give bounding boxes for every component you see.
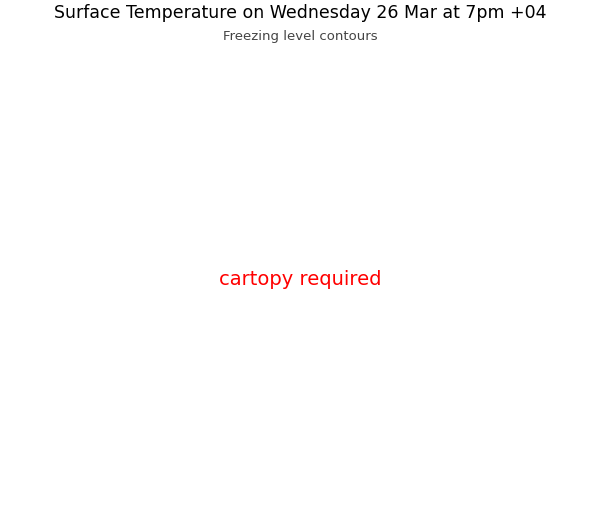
Text: Freezing level contours: Freezing level contours [223, 30, 378, 43]
Text: Surface Temperature on Wednesday 26 Mar at 7pm +04: Surface Temperature on Wednesday 26 Mar … [54, 4, 547, 22]
Text: cartopy required: cartopy required [219, 270, 382, 289]
